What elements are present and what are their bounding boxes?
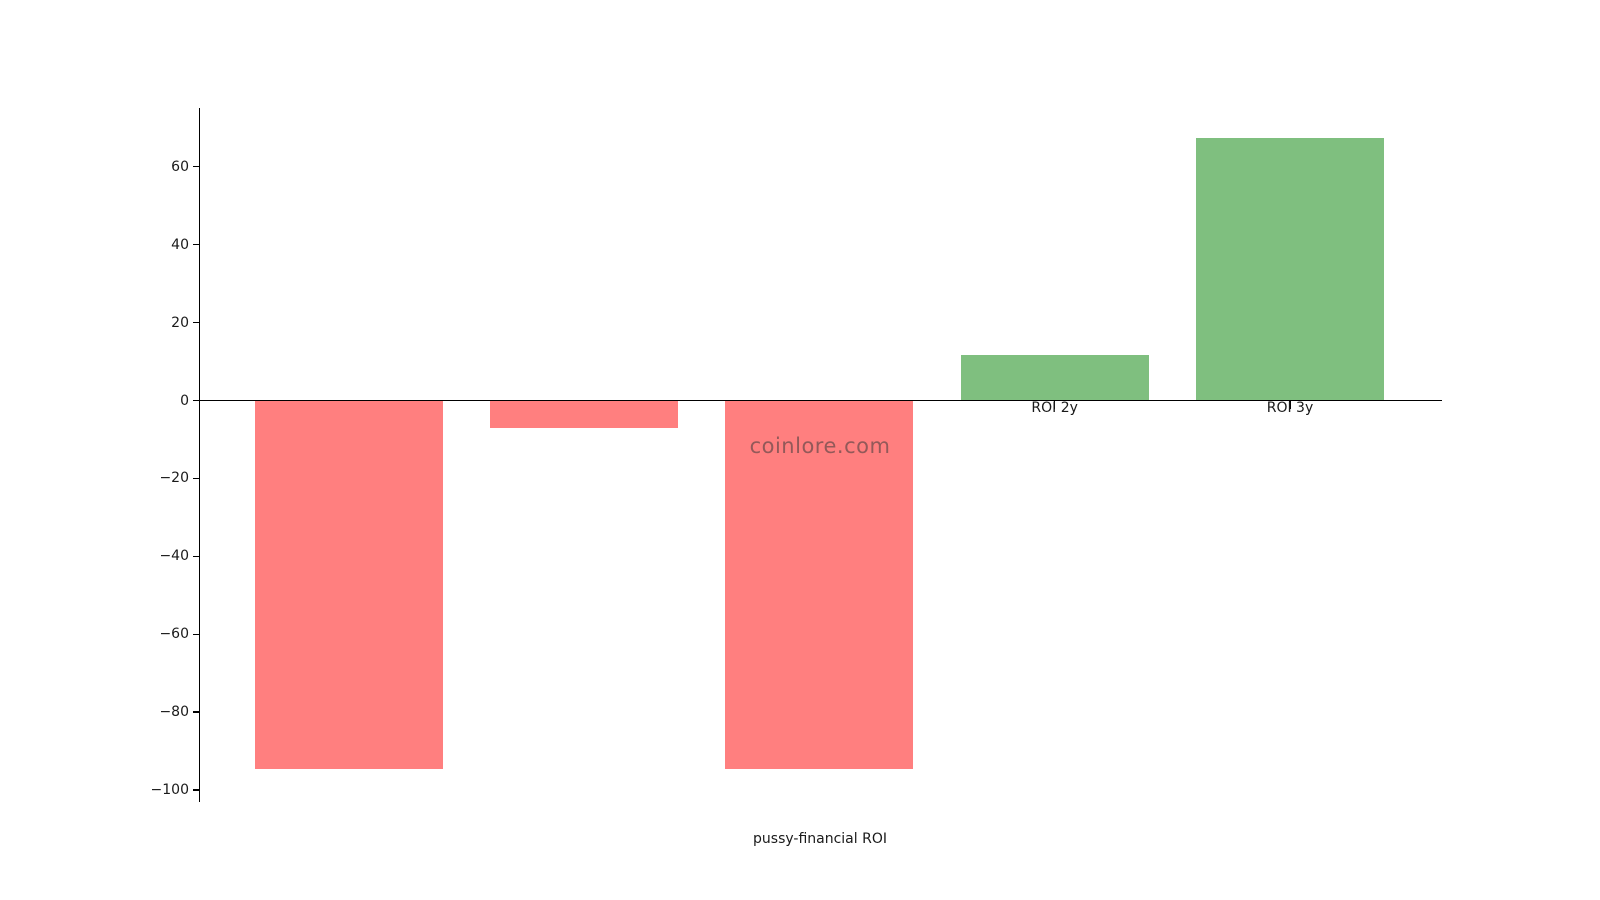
y-tick-mark (192, 243, 200, 246)
y-tick-label: −40 (159, 548, 189, 565)
y-tick-label: −80 (159, 704, 189, 721)
y-tick-mark (192, 633, 200, 635)
y-tick-label: 60 (171, 158, 189, 175)
y-tick-label: −20 (159, 470, 189, 487)
bar-3 (725, 400, 914, 770)
bar-2 (489, 400, 678, 428)
y-tick-mark (192, 477, 200, 480)
y-tick-label: 20 (171, 314, 189, 331)
bar-roi-2y (960, 354, 1149, 401)
y-tick-label: −100 (150, 782, 189, 799)
x-tick-label-roi-3y: ROI 3y (1266, 400, 1314, 416)
y-tick-mark (192, 789, 200, 791)
x-tick-label-roi-2y: ROI 2y (1031, 400, 1078, 416)
y-tick-mark (192, 321, 200, 324)
y-tick-mark (192, 555, 200, 558)
y-tick-label: −60 (159, 626, 189, 643)
x-axis-title: pussy-financial ROI (753, 831, 887, 847)
y-tick-mark (192, 711, 200, 713)
y-tick-mark (192, 399, 200, 402)
y-tick-label: 0 (180, 392, 189, 409)
bar-1 (254, 400, 443, 770)
y-axis-spine (198, 108, 200, 802)
x-tick-mark (1053, 400, 1056, 409)
x-axis-zero-line (198, 399, 1442, 402)
y-tick-label: 40 (171, 236, 189, 253)
watermark-text: coinlore.com (749, 434, 891, 458)
bar-roi-3y (1196, 138, 1384, 401)
y-tick-mark (192, 165, 200, 168)
x-tick-mark (1289, 400, 1291, 409)
